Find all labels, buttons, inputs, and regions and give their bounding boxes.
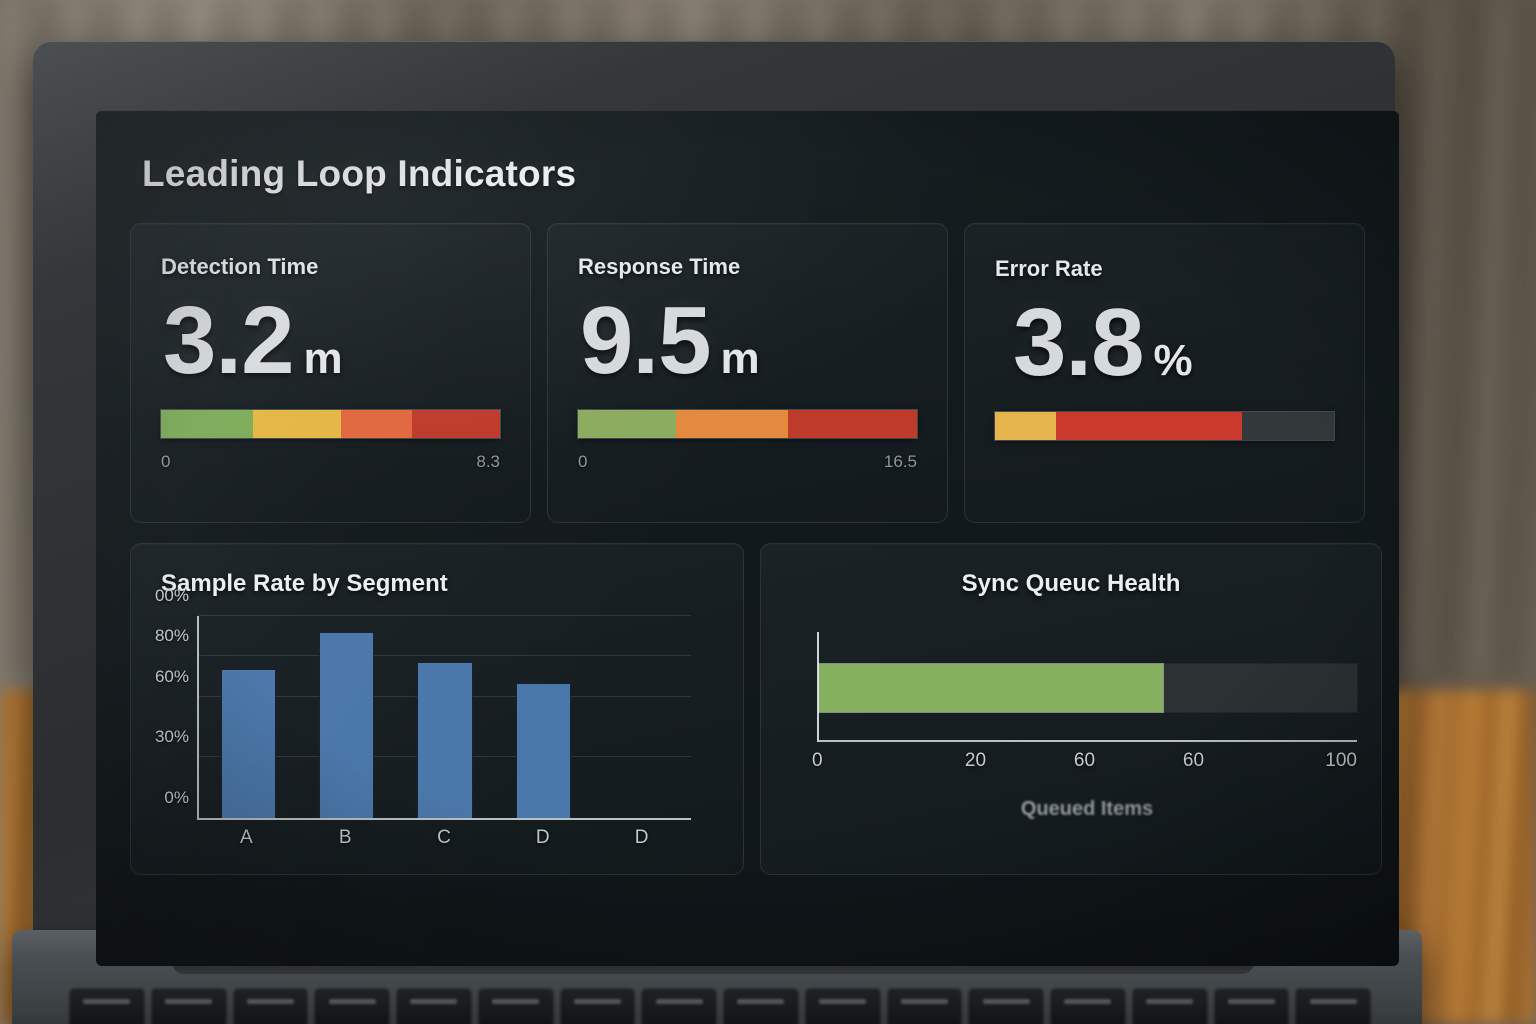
gauge-scale-max: 16.5: [883, 452, 917, 472]
kpi-card-response-time[interactable]: Response Time 9.5 m 0 16.5: [547, 223, 948, 523]
kpi-unit: %: [1153, 336, 1193, 385]
kpi-unit: m: [720, 334, 760, 383]
chart-card-row: Sample Rate by Segment 00% 80% 60% 30% 0…: [130, 543, 1382, 875]
gauge-segment-red: [411, 410, 500, 439]
gauge-bar: [161, 410, 500, 439]
kpi-card-error-rate[interactable]: Error Rate 3.8 %: [964, 223, 1365, 523]
gauge-segment-red: [788, 410, 917, 439]
x-axis-tick-label: A: [240, 827, 253, 848]
bar-slot: [494, 616, 592, 818]
gauge-segment-orange: [340, 410, 412, 439]
kpi-unit: m: [303, 334, 343, 383]
keycap[interactable]: [1051, 988, 1125, 1024]
x-axis-tick-label: D: [634, 827, 649, 848]
bar-slot: [199, 616, 297, 818]
chart-title: Sample Rate by Segment: [161, 570, 448, 597]
kpi-card-row: Detection Time 3.2 m 0: [130, 223, 1365, 523]
gauge-scale-min: 0: [578, 452, 588, 472]
gauge-segment-orange: [676, 410, 789, 439]
y-axis-tick-label: 00%: [154, 586, 189, 605]
x-axis-tick-label: 0: [812, 750, 823, 771]
x-axis-title: Queued Items: [1020, 798, 1154, 820]
keycap[interactable]: [397, 988, 471, 1024]
kpi-card-detection-time[interactable]: Detection Time 3.2 m 0: [130, 223, 531, 523]
y-axis-tick-label: 60%: [154, 666, 189, 686]
gauge-scale: 0 16.5: [578, 452, 917, 472]
chart-card-sample-rate[interactable]: Sample Rate by Segment 00% 80% 60% 30% 0…: [130, 543, 744, 875]
bar-slot-empty: [593, 616, 691, 818]
bar-slot: [396, 616, 494, 818]
bar-b[interactable]: [319, 632, 375, 818]
x-axis-tick-label: D: [535, 827, 550, 848]
y-axis-tick-label: 80%: [154, 626, 189, 646]
bar-c[interactable]: [417, 662, 473, 818]
queue-chart-x-axis-labels: 0 20 60 60 100: [812, 750, 1357, 772]
x-axis-tick-label: C: [437, 827, 451, 848]
kpi-label: Detection Time: [161, 254, 319, 279]
kpi-value-row: 9.5 m: [580, 287, 917, 394]
laptop-screen: Leading Loop Indicators Detection Time 3…: [96, 111, 1399, 966]
keycap[interactable]: [478, 988, 553, 1024]
gauge-segment-green: [161, 410, 253, 439]
gauge-bar: [995, 412, 1334, 441]
keycap[interactable]: [1214, 988, 1289, 1024]
bar-d[interactable]: [515, 682, 571, 818]
gauge-scale-min: 0: [161, 452, 171, 472]
keycap[interactable]: [315, 988, 389, 1024]
gauge-segment-empty: [1242, 412, 1334, 441]
keycap[interactable]: [969, 988, 1043, 1024]
page-title: Leading Loop Indicators: [142, 153, 577, 194]
chart-title: Sync Queuc Health: [961, 570, 1181, 597]
queue-bar-track: [819, 664, 1357, 712]
x-axis-tick-label: 60: [1073, 750, 1096, 771]
keycap[interactable]: [1296, 988, 1370, 1024]
bar-a[interactable]: [220, 668, 276, 818]
queue-bar-fill[interactable]: [819, 664, 1164, 712]
bar-series: [199, 616, 691, 818]
laptop-lid: Leading Loop Indicators Detection Time 3…: [33, 41, 1399, 966]
queue-chart-plot-area: [817, 632, 1357, 742]
gridline: [199, 615, 691, 616]
x-axis-tick-label: 20: [964, 750, 987, 771]
kpi-value-row: 3.2 m: [163, 287, 500, 394]
kpi-label: Response Time: [578, 254, 741, 279]
bar-chart-plot-area: 00% 80% 60% 30% 0%: [155, 586, 691, 820]
chart-card-sync-queue-health[interactable]: Sync Queuc Health 0 20 60 60 100: [760, 543, 1382, 875]
y-axis-tick-label: 0%: [164, 788, 189, 807]
gauge-segment-red: [1056, 412, 1243, 441]
keycap[interactable]: [151, 988, 226, 1024]
gauge-bar: [578, 410, 917, 439]
kpi-label: Error Rate: [995, 256, 1103, 281]
keycap[interactable]: [560, 988, 635, 1024]
gauge-segment-yellow: [252, 410, 341, 439]
gauge-segment-yellow: [995, 412, 1057, 441]
keycap[interactable]: [724, 988, 798, 1024]
x-axis-tick-label: 100: [1325, 750, 1357, 771]
gauge-scale-max: 8.3: [476, 452, 500, 472]
bar-slot: [297, 616, 395, 818]
bar-chart-x-axis-labels: A B C D D: [197, 827, 691, 849]
keycap[interactable]: [70, 988, 144, 1024]
dashboard: Leading Loop Indicators Detection Time 3…: [96, 111, 1399, 966]
keycap[interactable]: [642, 988, 716, 1024]
keycap[interactable]: [805, 988, 880, 1024]
kpi-value: 3.8: [1013, 289, 1144, 396]
keyboard: [70, 988, 1370, 1024]
gauge-segment-green: [578, 410, 677, 439]
keycap[interactable]: [1132, 988, 1207, 1024]
keycap[interactable]: [233, 988, 308, 1024]
kpi-value-row: 3.8 %: [1013, 289, 1334, 396]
gridline: [199, 655, 691, 657]
x-axis-tick-label: B: [338, 827, 352, 848]
kpi-value: 9.5: [580, 287, 711, 394]
gauge-scale: 0 8.3: [161, 452, 500, 472]
kpi-value: 3.2: [163, 287, 294, 394]
keycap[interactable]: [887, 988, 962, 1024]
y-axis-tick-label: 30%: [154, 727, 189, 747]
x-axis-tick-label: 60: [1182, 750, 1205, 771]
